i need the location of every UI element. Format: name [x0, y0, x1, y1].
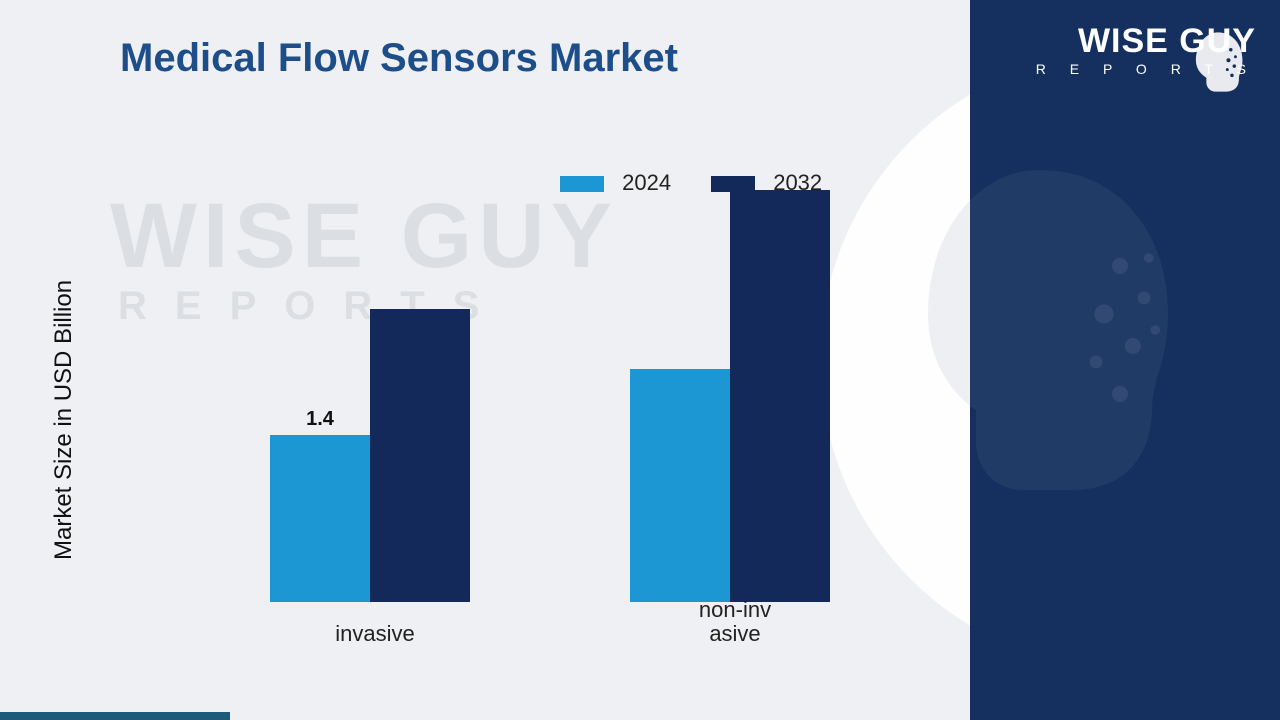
x-label-noninvasive: non-invasive: [630, 598, 840, 646]
chart-title: Medical Flow Sensors Market: [120, 36, 678, 81]
plot-area: invasive 1.4 non-invasive: [100, 170, 920, 620]
bar-invasive-2024: [270, 435, 370, 602]
bar-group-noninvasive: non-invasive: [630, 190, 840, 602]
bottom-accent-bar: [0, 712, 230, 720]
bar-noninvasive-2024: [630, 369, 730, 602]
logo-head-icon: [1186, 30, 1250, 94]
bar-group-invasive: invasive: [270, 309, 480, 602]
value-label-1-4: 1.4: [270, 408, 370, 431]
brand-logo: WISE GUY R E P O R T S: [1032, 24, 1256, 76]
bar-chart: 2024 2032 invasive 1.4 non-invasive: [100, 170, 920, 620]
bar-invasive-2032: [370, 309, 470, 602]
bar-noninvasive-2032: [730, 190, 830, 602]
right-accent-panel: [970, 0, 1280, 720]
page-root: WISE GUY REPORTS WISE GUY R E P O R T S …: [0, 0, 1280, 720]
y-axis-label: Market Size in USD Billion: [50, 280, 78, 560]
x-label-invasive: invasive: [270, 622, 480, 646]
